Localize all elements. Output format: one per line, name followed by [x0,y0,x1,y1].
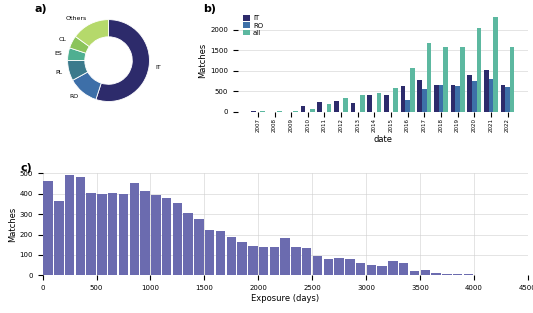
X-axis label: Exposure (days): Exposure (days) [251,294,319,303]
X-axis label: date: date [373,135,392,144]
Bar [301,106,305,112]
Bar [442,274,451,275]
Bar [310,109,315,112]
Text: c): c) [21,163,33,173]
Text: Others: Others [66,16,87,21]
Bar [280,238,290,275]
Bar [434,85,439,112]
Bar [205,230,214,275]
Bar [76,177,85,275]
Bar [334,101,339,112]
Legend: IT, RO, all: IT, RO, all [241,13,265,38]
Bar [455,86,460,112]
Text: b): b) [203,4,216,14]
Bar [421,270,430,275]
Bar [405,100,410,112]
Bar [194,219,204,275]
Bar [401,86,405,112]
Bar [318,102,322,112]
Bar [270,247,279,275]
Bar [505,87,510,112]
Bar [291,247,301,275]
Bar [399,263,408,275]
Bar [393,88,398,112]
Bar [493,17,498,112]
Wedge shape [76,20,109,47]
Bar [467,75,472,112]
Bar [327,104,332,112]
Y-axis label: Matches: Matches [7,207,17,242]
Text: a): a) [35,4,47,14]
Bar [183,213,193,275]
Bar [216,231,225,275]
Bar [43,181,53,275]
Bar [431,273,441,275]
Bar [248,246,257,275]
Bar [417,80,422,112]
Text: RO: RO [69,94,78,99]
Bar [343,98,348,112]
Bar [422,89,426,112]
Y-axis label: Matches: Matches [198,43,207,78]
Bar [302,248,311,275]
Bar [410,271,419,275]
Wedge shape [68,60,88,80]
Bar [500,85,505,112]
Bar [173,203,182,275]
Bar [97,193,107,275]
Bar [237,242,247,275]
Bar [360,95,365,112]
Bar [460,47,465,112]
Wedge shape [96,20,149,101]
Bar [484,70,489,112]
Bar [426,44,431,112]
Bar [294,111,298,112]
Bar [377,266,387,275]
Bar [410,68,415,112]
Bar [453,274,462,275]
Bar [450,85,455,112]
Bar [367,95,372,112]
Bar [489,79,493,112]
Bar [351,103,356,112]
Bar [65,175,74,275]
Text: IT: IT [155,65,161,70]
Bar [377,93,381,112]
Bar [345,259,354,275]
Bar [277,111,281,112]
Text: PL: PL [56,70,63,75]
Bar [140,191,150,275]
Text: CL: CL [59,37,67,42]
Wedge shape [68,48,86,60]
Bar [151,195,160,275]
Bar [86,192,96,275]
Bar [356,263,365,275]
Bar [251,111,255,112]
Bar [108,192,117,275]
Bar [384,95,389,112]
Bar [334,259,344,275]
Bar [324,259,333,275]
Wedge shape [70,37,90,53]
Bar [259,247,268,275]
Bar [388,261,398,275]
Bar [510,47,514,112]
Bar [119,193,128,275]
Bar [162,198,171,275]
Bar [367,265,376,275]
Bar [443,48,448,112]
Bar [313,256,322,275]
Bar [477,28,481,112]
Bar [260,111,265,112]
Bar [54,201,63,275]
Bar [472,81,477,112]
Bar [439,85,443,112]
Wedge shape [72,72,101,100]
Text: ES: ES [54,51,62,56]
Bar [130,183,139,275]
Bar [227,237,236,275]
